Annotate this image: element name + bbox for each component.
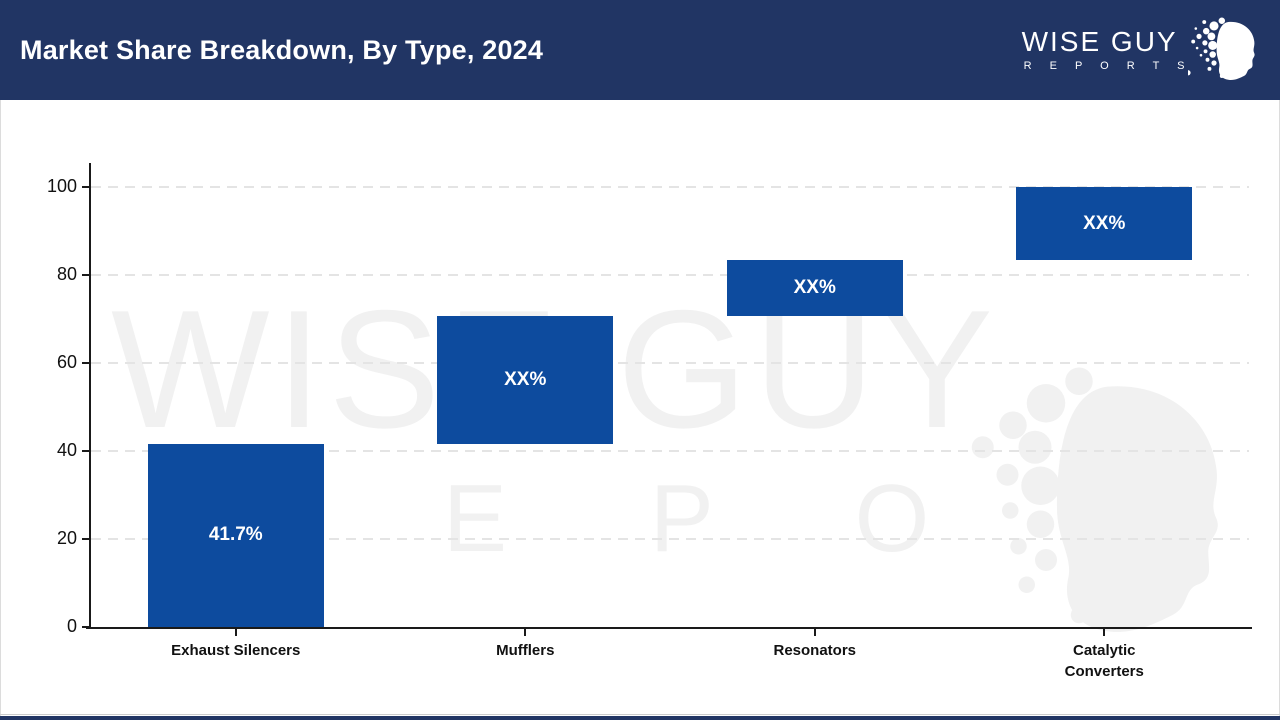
y-tick-mark <box>82 538 89 540</box>
gridline-60 <box>91 362 1249 364</box>
x-tick-mark <box>234 629 237 636</box>
x-category-label: Catalytic Converters <box>1064 642 1144 680</box>
header-bar: Market Share Breakdown, By Type, 2024 WI… <box>0 0 1280 100</box>
gridline-20 <box>91 538 1249 540</box>
x-tick-mark <box>524 629 527 636</box>
bar-catalytic-converters: XX% <box>1016 187 1193 261</box>
bar-resonators: XX% <box>726 260 903 317</box>
bar-value-label: XX% <box>504 368 547 390</box>
page-title: Market Share Breakdown, By Type, 2024 <box>20 34 544 65</box>
y-tick-label: 100 <box>46 176 77 196</box>
brand-subname: R E P O R T S <box>1023 60 1192 72</box>
chart-card: WISE GUY R E P O R T S <box>0 100 1280 720</box>
bar-exhaust-silencers: 41.7% <box>147 443 324 627</box>
brand-logo: WISE GUY R E P O R T S <box>1022 8 1266 92</box>
footer-bar <box>0 716 1280 720</box>
plot-area: 41.7% XX% XX% XX% <box>91 186 1249 627</box>
bar-value-label: 41.7% <box>208 524 263 546</box>
bar-value-label: XX% <box>793 277 836 299</box>
y-tick-label: 40 <box>56 440 77 460</box>
y-tick-mark <box>82 274 89 276</box>
x-category-label: Exhaust Silencers <box>171 642 301 659</box>
x-tick-mark <box>1103 629 1106 636</box>
gridline-100 <box>91 186 1249 188</box>
brand-face-icon <box>1188 17 1255 81</box>
gridline-80 <box>91 274 1249 276</box>
x-tick-mark <box>813 629 816 636</box>
y-tick-mark <box>82 186 89 188</box>
x-axis <box>86 627 1252 629</box>
waterfall-chart: 41.7% XX% XX% XX% 0 20 40 60 80 100 Exhaust Silen… <box>1 100 1280 720</box>
y-axis <box>89 163 91 629</box>
y-tick-label: 60 <box>56 352 77 372</box>
bottom-divider <box>0 714 1280 715</box>
gridline-40 <box>91 450 1249 452</box>
y-tick-mark <box>82 626 89 628</box>
bar-value-label: XX% <box>1083 212 1126 234</box>
brand-name: WISE GUY <box>1021 26 1178 57</box>
x-category-label: Resonators <box>773 642 857 659</box>
x-category-label: Mufflers <box>496 642 555 659</box>
y-tick-label: 0 <box>66 616 77 636</box>
y-tick-label: 20 <box>56 528 77 548</box>
y-tick-label: 80 <box>56 264 77 284</box>
brand-logo-text: WISE GUY R E P O R T S <box>1022 28 1192 72</box>
y-tick-mark <box>82 362 89 364</box>
bar-mufflers: XX% <box>437 316 614 444</box>
y-tick-mark <box>82 450 89 452</box>
